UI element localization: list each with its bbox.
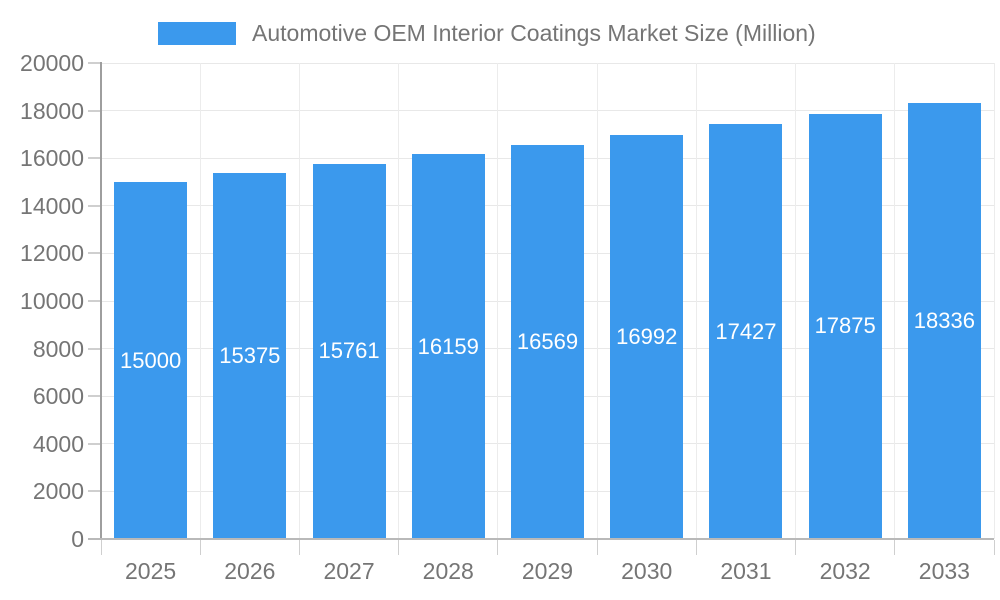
y-axis-label: 14000	[20, 192, 84, 219]
x-axis-label: 2033	[918, 558, 970, 584]
y-axis-tick	[88, 157, 101, 160]
x-axis-label: 2027	[323, 558, 375, 584]
gridline-horizontal	[101, 110, 994, 112]
x-axis-tick	[596, 540, 598, 555]
bar-2028[interactable]: 16159	[411, 154, 485, 539]
y-axis-tick	[88, 442, 101, 445]
x-axis-tick	[398, 540, 400, 555]
bar-value-label: 16569	[516, 328, 579, 354]
y-axis-label: 16000	[20, 145, 84, 172]
x-axis-tick	[199, 540, 201, 555]
x-axis-label: 2028	[422, 558, 474, 584]
y-axis-label: 10000	[20, 288, 84, 314]
legend-swatch	[158, 22, 236, 45]
gridline-vertical	[398, 63, 400, 539]
bar-value-label: 18336	[913, 307, 975, 333]
x-axis-label: 2025	[125, 558, 177, 584]
gridline-vertical	[695, 63, 697, 539]
bar-2026[interactable]: 15375	[213, 173, 287, 539]
x-axis-tick	[894, 540, 896, 555]
y-axis-label: 6000	[32, 383, 84, 410]
bar-2033[interactable]: 18336	[907, 102, 981, 539]
x-axis-label: 2026	[224, 558, 276, 584]
x-axis-tick	[795, 540, 797, 555]
bar-2027[interactable]: 15761	[312, 163, 386, 539]
bar-2031[interactable]: 17427	[709, 124, 783, 539]
gridline-vertical	[993, 63, 995, 539]
y-axis-label: 18000	[20, 97, 84, 124]
gridline-vertical	[795, 63, 797, 539]
x-axis-baseline	[88, 538, 994, 540]
y-axis-label: 4000	[32, 430, 84, 457]
y-axis-label: 0	[71, 526, 84, 552]
y-axis-tick	[88, 395, 101, 398]
y-axis-line	[100, 62, 102, 540]
x-axis-tick	[993, 540, 995, 555]
bar-2032[interactable]: 17875	[808, 113, 882, 539]
x-axis-label: 2029	[521, 558, 574, 584]
y-axis-label: 2000	[32, 478, 84, 505]
bar-2029[interactable]: 16569	[511, 144, 584, 539]
y-axis-tick	[88, 62, 101, 64]
bar-value-label: 17427	[715, 318, 777, 344]
y-axis-tick	[88, 490, 101, 493]
x-axis-label: 2031	[720, 558, 772, 584]
y-axis-tick	[88, 109, 101, 112]
bar-2025[interactable]: 15000	[114, 182, 188, 539]
y-axis-tick	[88, 300, 101, 302]
bar-value-label: 16159	[417, 333, 479, 359]
y-axis-tick	[88, 347, 101, 350]
y-axis-label: 20000	[20, 50, 84, 76]
x-axis-tick	[497, 540, 499, 555]
gridline-vertical	[894, 63, 896, 539]
legend-item[interactable]: Automotive OEM Interior Coatings Market …	[158, 20, 816, 47]
gridline-vertical	[596, 63, 598, 539]
x-axis-label: 2032	[819, 558, 871, 584]
bar-value-label: 16992	[616, 323, 678, 349]
gridline-vertical	[497, 63, 499, 539]
y-axis-tick	[88, 252, 101, 255]
bar-2030[interactable]: 16992	[610, 134, 684, 539]
gridline-horizontal	[101, 62, 994, 64]
bar-value-label: 15761	[318, 338, 380, 364]
y-axis-label: 12000	[20, 240, 84, 267]
bar-value-label: 17875	[814, 313, 876, 339]
bar-value-label: 15000	[120, 347, 182, 373]
gridline-vertical	[199, 63, 201, 539]
bar-value-label: 15375	[219, 343, 281, 369]
x-axis-tick	[695, 540, 697, 555]
gridline-vertical	[298, 63, 300, 539]
y-axis-label: 8000	[32, 335, 84, 362]
y-axis-tick	[88, 204, 101, 207]
x-axis-label: 2030	[621, 558, 673, 584]
x-axis-tick	[298, 540, 300, 555]
x-axis-tick	[100, 540, 102, 555]
legend-label: Automotive OEM Interior Coatings Market …	[252, 20, 816, 46]
